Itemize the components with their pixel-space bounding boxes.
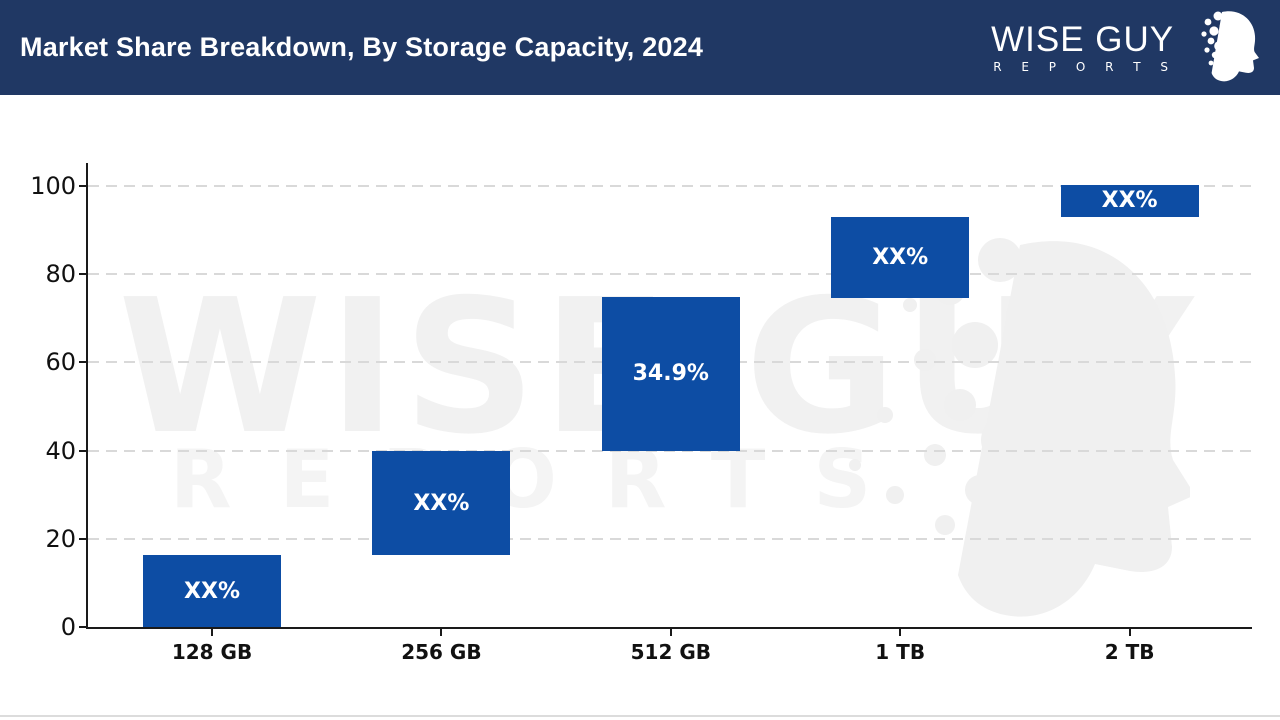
y-tickmark-20	[79, 537, 86, 540]
gridline-40	[88, 449, 1252, 452]
bottom-divider	[0, 715, 1280, 717]
bar-value-label: XX%	[1101, 188, 1158, 214]
y-axis-label-80: 80	[45, 260, 76, 289]
bar-128-gb: XX%	[143, 555, 281, 627]
y-axis-label-20: 20	[45, 524, 76, 553]
bar-value-label: XX%	[184, 578, 240, 604]
x-axis-label-4: 2 TB	[1104, 640, 1155, 664]
page-title: Market Share Breakdown, By Storage Capac…	[20, 32, 704, 62]
wiseguy-logo: WISE GUY R E P O R T S	[989, 6, 1262, 90]
x-axis-label-3: 1 TB	[875, 640, 926, 664]
y-tickmark-60	[79, 361, 86, 364]
y-tickmark-80	[79, 273, 86, 276]
logo-tagline: R E P O R T S	[993, 60, 1176, 74]
bar-1-tb: XX%	[831, 216, 970, 298]
bar-value-label: XX%	[872, 244, 929, 270]
bar-value-label: 34.9%	[632, 361, 709, 387]
gridline-80	[88, 273, 1252, 276]
x-axis-line	[86, 627, 1252, 629]
y-tickmark-100	[79, 185, 86, 187]
y-tickmark-0	[79, 626, 86, 628]
logo-name: WISE GUY	[991, 20, 1175, 59]
watermark-face-icon	[849, 238, 1190, 617]
y-axis-line	[86, 163, 88, 629]
y-axis-label-0: 0	[60, 613, 76, 641]
gridline-20	[88, 537, 1252, 540]
x-tickmark-1	[440, 629, 443, 636]
x-axis-label-1: 256 GB	[401, 640, 482, 664]
x-tickmark-0	[211, 629, 213, 636]
y-axis-label-100: 100	[30, 172, 76, 200]
header-bar: Market Share Breakdown, By Storage Capac…	[0, 0, 1280, 95]
x-axis-label-2: 512 GB	[630, 640, 711, 664]
x-tickmark-2	[669, 629, 672, 636]
y-tickmark-40	[79, 449, 86, 452]
x-tickmark-3	[899, 629, 902, 636]
wiseguy-logo-text: WISE GUY R E P O R T S	[989, 22, 1176, 73]
gridline-100	[88, 185, 1252, 187]
y-axis-label-40: 40	[45, 436, 76, 465]
bar-512-gb: 34.9%	[601, 296, 740, 451]
bar-256-gb: XX%	[372, 451, 511, 556]
bar-2-tb: XX%	[1060, 185, 1199, 217]
x-axis-label-0: 128 GB	[171, 640, 253, 664]
watermark-tagline: REPORTS	[170, 433, 920, 526]
wiseguy-face-icon	[1201, 10, 1259, 81]
y-axis-label-60: 60	[45, 348, 76, 377]
x-tickmark-4	[1128, 629, 1131, 636]
bar-value-label: XX%	[413, 490, 470, 516]
